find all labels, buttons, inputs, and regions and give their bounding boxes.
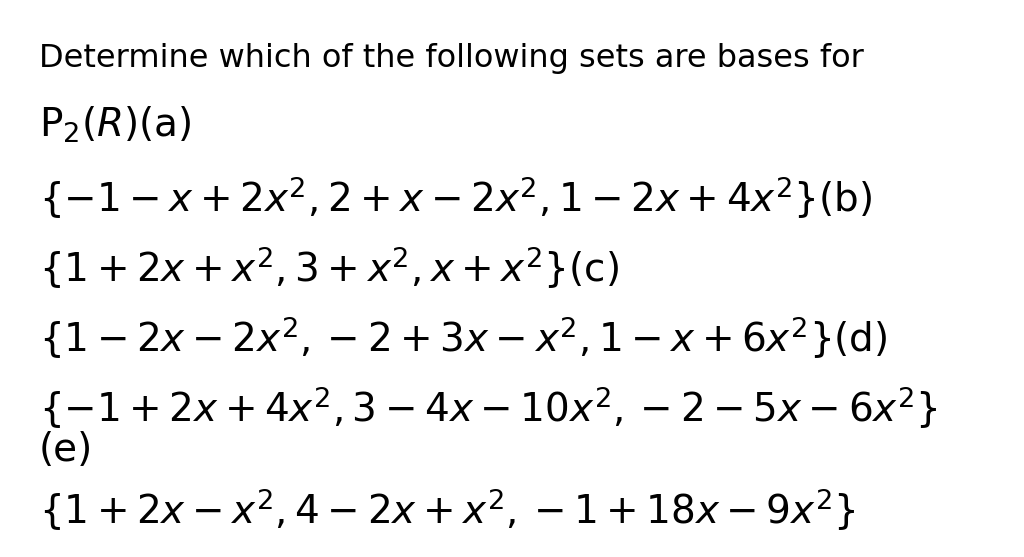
- Text: $\{1+2x+x^2, 3+x^2, x+x^2\}\mathrm{(c)}$: $\{1+2x+x^2, 3+x^2, x+x^2\}\mathrm{(c)}$: [39, 245, 618, 291]
- Text: $\{-1-x+2x^2, 2+x-2x^2, 1-2x+4x^2\}\mathrm{(b)}$: $\{-1-x+2x^2, 2+x-2x^2, 1-2x+4x^2\}\math…: [39, 175, 872, 221]
- Text: (e): (e): [39, 431, 93, 469]
- Text: $\{-1+2x+4x^2, 3-4x-10x^2, -2-5x-6x^2\}$: $\{-1+2x+4x^2, 3-4x-10x^2, -2-5x-6x^2\}$: [39, 385, 938, 431]
- Text: $\{1+2x-x^2, 4-2x+x^2, -1+18x-9x^2\}$: $\{1+2x-x^2, 4-2x+x^2, -1+18x-9x^2\}$: [39, 487, 856, 534]
- Text: Determine which of the following sets are bases for: Determine which of the following sets ar…: [39, 42, 864, 74]
- Text: $\mathrm{P}_2(R)\mathrm{(a)}$: $\mathrm{P}_2(R)\mathrm{(a)}$: [39, 105, 191, 145]
- Text: $\{1-2x-2x^2, -2+3x-x^2, 1-x+6x^2\}\mathrm{(d)}$: $\{1-2x-2x^2, -2+3x-x^2, 1-x+6x^2\}\math…: [39, 315, 888, 361]
